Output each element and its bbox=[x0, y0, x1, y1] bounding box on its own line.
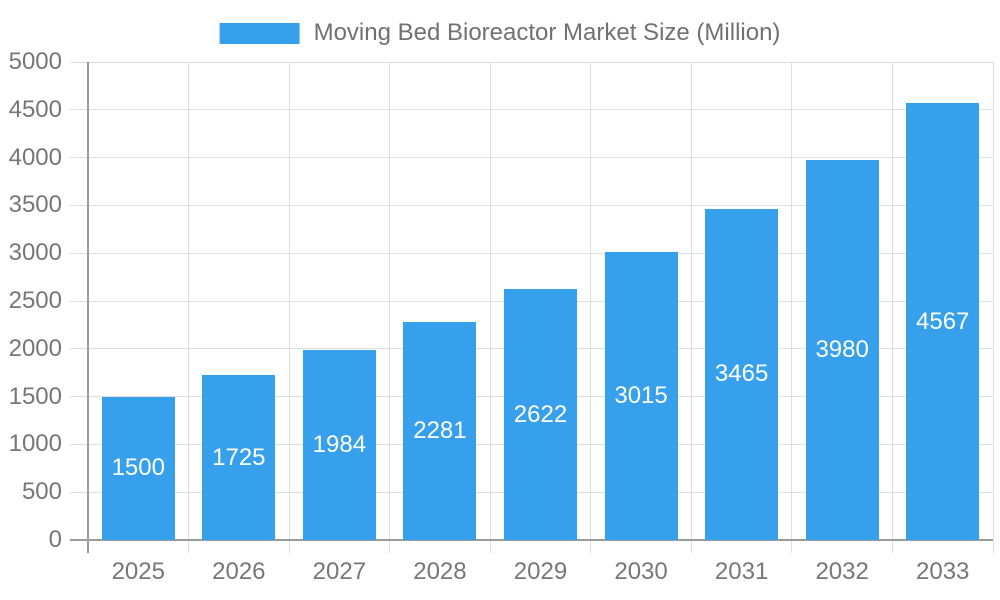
h-gridline bbox=[88, 157, 993, 159]
legend-swatch-icon bbox=[219, 22, 300, 44]
y-tick-label: 2000 bbox=[8, 334, 62, 362]
x-tick-label: 2030 bbox=[614, 558, 668, 585]
y-tick-label: 0 bbox=[48, 526, 62, 553]
v-gridline bbox=[791, 62, 793, 540]
x-tick-label: 2027 bbox=[312, 558, 367, 585]
x-tick-label: 2026 bbox=[212, 558, 266, 585]
y-axis-tick bbox=[70, 61, 88, 63]
h-gridline bbox=[88, 252, 993, 254]
x-axis-tick bbox=[590, 541, 592, 553]
bar-2031 bbox=[705, 208, 779, 540]
x-tick-label: 2025 bbox=[111, 558, 165, 585]
v-gridline bbox=[891, 62, 893, 540]
y-axis-tick bbox=[70, 204, 88, 206]
y-tick-label: 4500 bbox=[8, 95, 62, 123]
bar-2026 bbox=[202, 375, 276, 540]
bar-2027 bbox=[302, 350, 376, 540]
y-axis-tick bbox=[70, 300, 88, 302]
x-axis-tick bbox=[489, 541, 491, 553]
y-tick-label: 1000 bbox=[8, 430, 62, 458]
y-tick-label: 1500 bbox=[8, 382, 62, 410]
h-gridline bbox=[88, 204, 993, 206]
bar-2028 bbox=[403, 321, 477, 540]
x-axis-tick bbox=[992, 541, 994, 553]
v-gridline bbox=[389, 62, 391, 540]
y-tick-label: 3500 bbox=[8, 191, 62, 219]
y-tick-label: 2500 bbox=[8, 287, 62, 314]
bar-value-label: 2622 bbox=[513, 400, 568, 428]
y-axis-tick bbox=[70, 252, 88, 254]
bar-2029 bbox=[504, 289, 577, 540]
x-axis-tick bbox=[690, 541, 692, 553]
x-tick-label: 2033 bbox=[916, 558, 970, 585]
v-gridline bbox=[690, 62, 692, 540]
bar-2033 bbox=[906, 103, 980, 540]
bar-value-label: 1500 bbox=[111, 454, 165, 482]
bar-value-label: 3465 bbox=[714, 360, 769, 388]
y-axis-tick bbox=[70, 348, 88, 350]
h-gridline bbox=[88, 61, 993, 63]
bar-2025 bbox=[101, 396, 175, 540]
y-tick-label: 5000 bbox=[8, 48, 62, 75]
v-gridline bbox=[288, 62, 290, 540]
legend-label: Moving Bed Bioreactor Market Size (Milli… bbox=[313, 19, 781, 46]
x-axis-tick bbox=[188, 541, 190, 553]
bar-value-label: 3980 bbox=[815, 335, 869, 363]
y-axis-line bbox=[87, 62, 89, 553]
x-tick-label: 2029 bbox=[513, 558, 568, 585]
x-axis-line bbox=[70, 539, 993, 541]
bar-value-label: 1984 bbox=[312, 431, 367, 459]
y-axis-tick bbox=[70, 109, 88, 111]
y-axis-tick bbox=[70, 396, 88, 398]
v-gridline bbox=[188, 62, 190, 540]
y-axis-tick bbox=[70, 491, 88, 493]
bar-value-label: 2281 bbox=[413, 416, 467, 444]
bar-value-label: 3015 bbox=[614, 381, 668, 409]
x-axis-tick bbox=[791, 541, 793, 553]
legend[interactable]: Moving Bed Bioreactor Market Size (Milli… bbox=[219, 19, 781, 47]
v-gridline bbox=[992, 62, 994, 540]
y-tick-label: 500 bbox=[21, 478, 62, 506]
bar-value-label: 1725 bbox=[212, 443, 266, 471]
y-axis-tick bbox=[70, 443, 88, 445]
x-axis-tick bbox=[891, 541, 893, 553]
bar-2030 bbox=[604, 251, 678, 540]
x-tick-label: 2028 bbox=[413, 558, 467, 585]
y-axis-tick bbox=[70, 157, 88, 159]
bar-value-label: 4567 bbox=[916, 307, 970, 335]
bar-2032 bbox=[805, 159, 879, 540]
y-tick-label: 3000 bbox=[8, 239, 62, 267]
x-axis-tick bbox=[389, 541, 391, 553]
h-gridline bbox=[88, 109, 993, 111]
v-gridline bbox=[489, 62, 491, 540]
x-tick-label: 2032 bbox=[815, 558, 869, 585]
y-tick-label: 4000 bbox=[8, 143, 62, 171]
v-gridline bbox=[590, 62, 592, 540]
x-axis-tick bbox=[288, 541, 290, 553]
x-tick-label: 2031 bbox=[714, 558, 769, 585]
